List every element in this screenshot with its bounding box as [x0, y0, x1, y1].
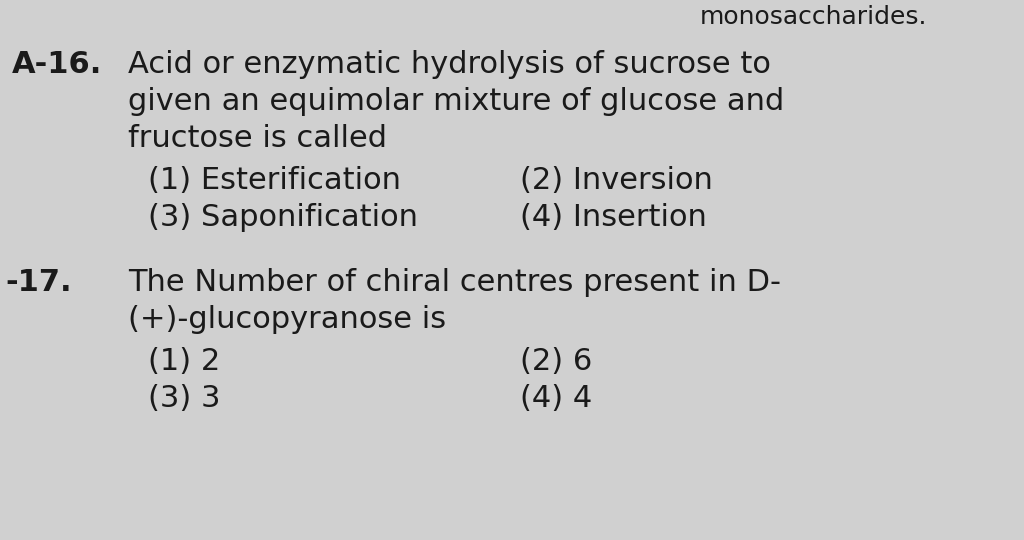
Text: (1) Esterification: (1) Esterification: [148, 166, 401, 195]
Text: (+)-glucopyranose is: (+)-glucopyranose is: [128, 305, 446, 334]
Text: (2) 6: (2) 6: [520, 347, 592, 376]
Text: fructose is called: fructose is called: [128, 124, 387, 153]
Text: given an equimolar mixture of glucose and: given an equimolar mixture of glucose an…: [128, 87, 784, 116]
Text: Acid or enzymatic hydrolysis of sucrose to: Acid or enzymatic hydrolysis of sucrose …: [128, 50, 771, 79]
Text: (4) 4: (4) 4: [520, 384, 592, 413]
Text: (4) Insertion: (4) Insertion: [520, 203, 707, 232]
Text: (2) Inversion: (2) Inversion: [520, 166, 713, 195]
Text: (1) 2: (1) 2: [148, 347, 220, 376]
Text: -17.: -17.: [5, 268, 72, 297]
Text: (3) Saponification: (3) Saponification: [148, 203, 418, 232]
Text: A-16.: A-16.: [12, 50, 102, 79]
Text: The Number of chiral centres present in D-: The Number of chiral centres present in …: [128, 268, 781, 297]
Text: monosaccharides.: monosaccharides.: [700, 5, 928, 29]
Text: (3) 3: (3) 3: [148, 384, 220, 413]
